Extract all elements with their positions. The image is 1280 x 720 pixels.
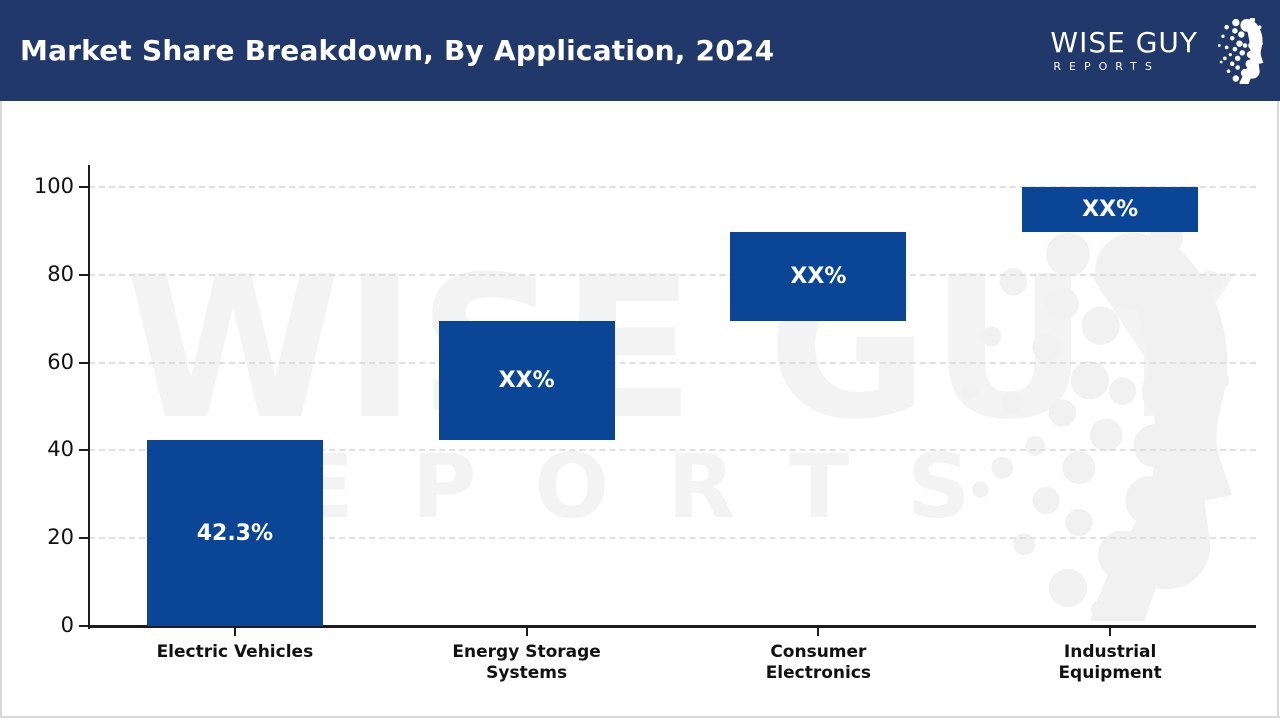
logo-text: WISE GUY REPORTS (1050, 26, 1198, 73)
ytick-label-80: 80 (47, 261, 74, 286)
bar-consumer-electronics: XX% (730, 231, 907, 322)
gridline-60 (89, 361, 1256, 364)
y-axis-line (88, 165, 90, 629)
ytick-60 (79, 361, 88, 364)
bar-label-electric-vehicles: 42.3% (196, 520, 274, 546)
plot: 0 20 40 60 80 100 42.3% XX% XX% XX% Electric Vehic… (0, 101, 1280, 720)
xtick-label-consumer: Consumer Electronics (765, 642, 872, 684)
ytick-40 (79, 449, 88, 452)
ytick-80 (79, 273, 88, 276)
ytick-20 (79, 537, 88, 540)
ytick-label-0: 0 (60, 613, 74, 637)
gridline-100 (89, 186, 1256, 188)
ytick-0 (79, 625, 88, 627)
bar-electric-vehicles: 42.3% (146, 440, 323, 626)
x-axis-line (88, 625, 1256, 628)
chart-area: WISE GUY REPORTS 0 20 40 60 80 100 42.3% XX% XX%… (0, 101, 1280, 720)
gridline-20 (89, 537, 1256, 540)
bar-label-consumer-electronics: XX% (790, 264, 847, 290)
right-border (1277, 101, 1279, 718)
gridline-80 (89, 273, 1256, 276)
xtick-electric-vehicles (233, 628, 236, 636)
bar-energy-storage-systems: XX% (438, 321, 615, 441)
header: Market Share Breakdown, By Application, … (0, 0, 1280, 101)
ytick-label-40: 40 (47, 437, 74, 462)
bar-industrial-equipment: XX% (1022, 187, 1199, 232)
ytick-label-100: 100 (33, 174, 74, 198)
xtick-energy-storage (525, 628, 528, 636)
chart-title: Market Share Breakdown, By Application, … (20, 34, 775, 67)
ytick-label-20: 20 (47, 525, 74, 550)
ytick-100 (79, 186, 88, 188)
left-border (0, 101, 2, 718)
wiseguy-logo: WISE GUY REPORTS (1050, 17, 1264, 84)
logo-name: WISE GUY (1050, 26, 1198, 59)
ytick-label-60: 60 (47, 349, 74, 374)
logo-sub: REPORTS (1053, 60, 1160, 73)
xtick-label-energy-storage: Energy Storage Systems (452, 642, 601, 684)
bottom-border (0, 716, 1280, 718)
bar-label-industrial-equipment: XX% (1082, 196, 1139, 222)
wiseguy-face-icon (1217, 17, 1264, 84)
bar-label-energy-storage-systems: XX% (498, 368, 555, 394)
xtick-label-electric-vehicles: Electric Vehicles (156, 642, 314, 662)
xtick-label-industrial: Industrial Equipment (1058, 642, 1162, 684)
gridline-40 (89, 449, 1256, 452)
xtick-industrial (1109, 628, 1112, 636)
xtick-consumer (817, 628, 820, 636)
